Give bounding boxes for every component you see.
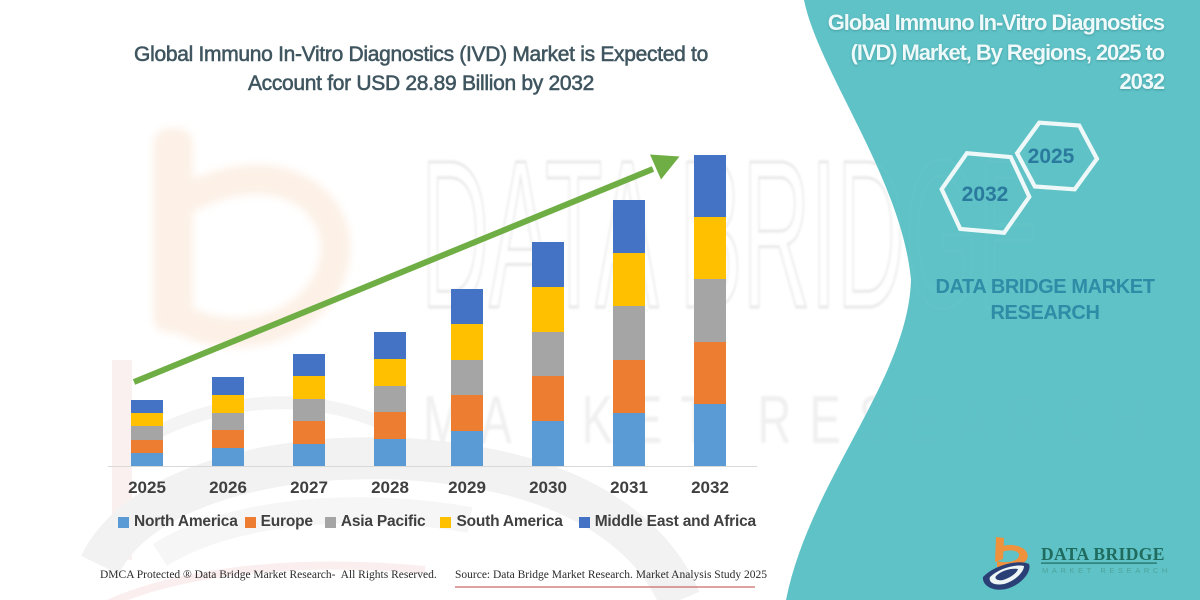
svg-text:2025: 2025 <box>1028 145 1075 168</box>
svg-text:DATA BRIDGE: DATA BRIDGE <box>1041 544 1165 564</box>
svg-text:MARKET RESEARCH: MARKET RESEARCH <box>1042 566 1171 575</box>
svg-text:2032: 2032 <box>962 183 1009 206</box>
